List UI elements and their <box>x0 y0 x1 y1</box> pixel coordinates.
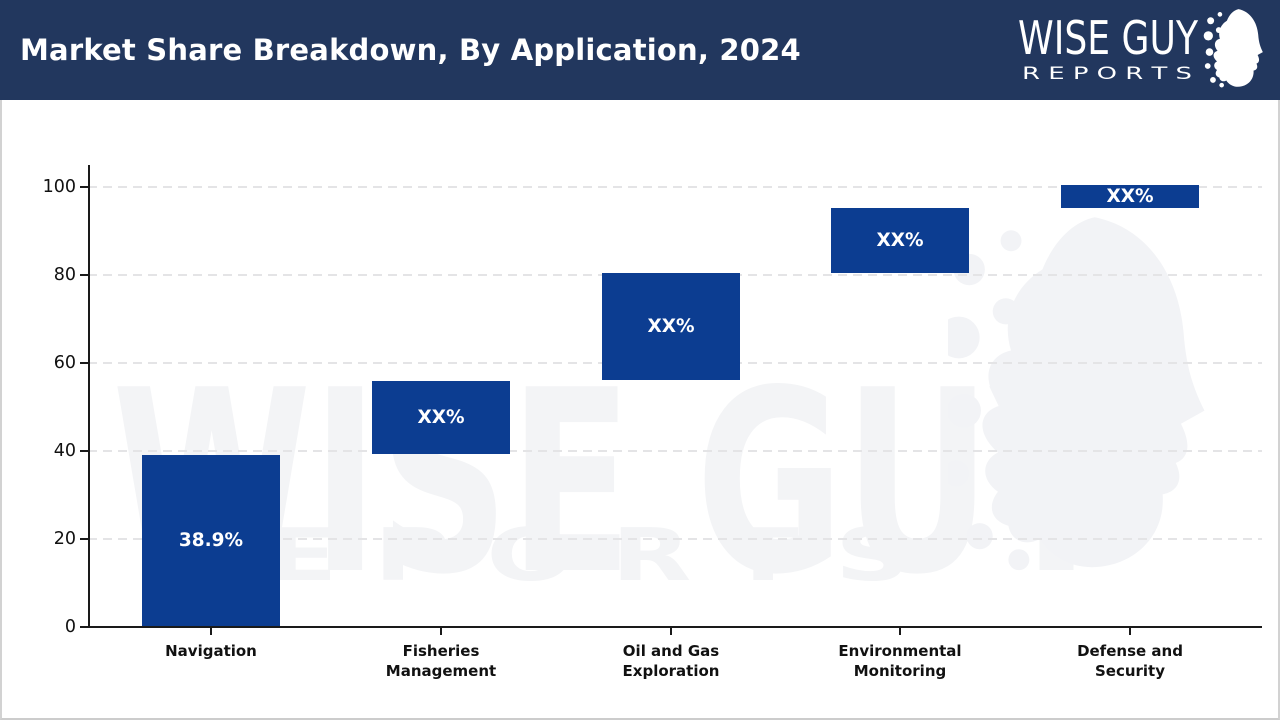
bar-defense-and-security: XX% <box>1061 185 1199 208</box>
bar-value-label: XX% <box>647 316 695 338</box>
y-tick-label: 80 <box>53 265 76 285</box>
x-tick-1 <box>440 628 442 635</box>
y-tick-label: 100 <box>42 177 76 197</box>
gridline-40 <box>88 450 1262 452</box>
x-tick-3 <box>899 628 901 635</box>
category-label: Navigation <box>165 642 257 660</box>
category-label: Defense and Security <box>1077 642 1183 680</box>
bar-oil-and-gas-exploration: XX% <box>602 273 740 381</box>
y-tick-label: 60 <box>53 353 76 373</box>
category-label: Fisheries Management <box>385 642 497 680</box>
logo-wordmark: WISE GUY <box>1018 11 1199 65</box>
y-tick-100 <box>80 186 88 188</box>
logo-subtitle: R E P O R T S <box>1022 64 1192 84</box>
watermark-head-icon <box>948 217 1205 571</box>
wise-guy-logo: WISE GUY R E P O R T S <box>1018 9 1263 88</box>
x-tick-2 <box>670 628 672 635</box>
y-tick-0 <box>80 626 88 628</box>
bar-value-label: XX% <box>1106 185 1154 207</box>
bar-value-label: XX% <box>876 229 924 251</box>
bar-value-label: XX% <box>417 406 465 428</box>
y-axis <box>88 165 90 628</box>
bar-environmental-monitoring: XX% <box>831 207 969 274</box>
category-label: Oil and Gas Exploration <box>622 642 720 680</box>
x-tick-4 <box>1129 628 1131 635</box>
y-tick-20 <box>80 538 88 540</box>
x-axis <box>88 626 1262 628</box>
gridline-20 <box>88 538 1262 540</box>
gridline-100 <box>88 186 1262 188</box>
y-tick-60 <box>80 362 88 364</box>
category-label: Environmental Monitoring <box>838 642 962 680</box>
chart-area: WISE GUY R E P O R T S 0 20 40 60 80 100 38.9%… <box>0 100 1280 720</box>
y-tick-40 <box>80 450 88 452</box>
bar-value-label: 38.9% <box>178 529 244 551</box>
y-tick-80 <box>80 274 88 276</box>
bar-navigation: 38.9% <box>142 454 280 626</box>
bar-fisheries-management: XX% <box>372 380 510 454</box>
logo-head-icon <box>1203 9 1263 88</box>
x-tick-0 <box>210 628 212 635</box>
y-tick-label: 0 <box>64 617 76 637</box>
y-tick-label: 40 <box>53 441 76 461</box>
page-title: Market Share Breakdown, By Application, … <box>20 33 801 67</box>
y-tick-label: 20 <box>53 529 76 549</box>
header-bar: Market Share Breakdown, By Application, … <box>0 0 1280 100</box>
